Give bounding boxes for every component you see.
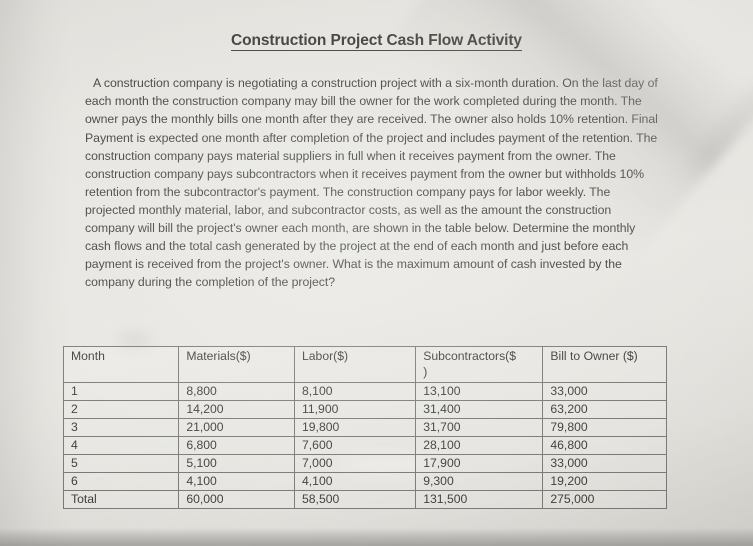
cell-bill-to-owner: 275,000 xyxy=(542,490,667,509)
cell-materials: 8,800 xyxy=(178,382,295,401)
project-cost-table: Month Materials($) Labor($) Subcontracto… xyxy=(62,346,667,509)
table-header: Month Materials($) Labor($) Subcontracto… xyxy=(62,346,667,383)
cell-labor: 19,800 xyxy=(293,418,417,437)
problem-statement: A construction company is negotiating a … xyxy=(85,76,658,290)
table-row: 3 21,000 19,800 31,700 79,800 xyxy=(62,418,667,437)
column-header-materials: Materials($) xyxy=(178,346,295,383)
table-row: 1 8,800 8,100 13,100 33,000 xyxy=(62,382,667,401)
cell-subcontractors: 31,700 xyxy=(415,418,544,437)
column-header-month: Month xyxy=(62,346,180,383)
cell-bill-to-owner: 63,200 xyxy=(542,400,667,419)
cell-month: 6 xyxy=(62,472,180,491)
cell-month: 3 xyxy=(62,418,180,437)
cell-materials: 4,100 xyxy=(178,472,295,491)
cell-materials: 14,200 xyxy=(178,400,295,419)
cell-month: 2 xyxy=(62,400,180,419)
cell-labor: 7,000 xyxy=(293,454,417,473)
cell-month: 5 xyxy=(62,454,180,473)
table-row: 6 4,100 4,100 9,300 19,200 xyxy=(62,472,667,491)
cell-bill-to-owner: 79,800 xyxy=(542,418,667,437)
cell-labor: 11,900 xyxy=(293,400,417,419)
column-header-labor: Labor($) xyxy=(293,346,417,383)
column-header-bill-to-owner: Bill to Owner ($) xyxy=(542,346,667,383)
column-header-subcontractors: Subcontractors($ ) xyxy=(415,346,544,383)
cell-month: Total xyxy=(62,490,180,509)
cell-labor: 58,500 xyxy=(293,490,417,509)
cell-bill-to-owner: 19,200 xyxy=(542,472,667,491)
cell-bill-to-owner: 33,000 xyxy=(542,454,667,473)
table-row: 4 6,800 7,600 28,100 46,800 xyxy=(62,436,667,455)
page-title-text: Construction Project Cash Flow Activity xyxy=(231,32,522,51)
table-row: 2 14,200 11,900 31,400 63,200 xyxy=(62,400,667,419)
cell-subcontractors: 28,100 xyxy=(415,436,544,455)
cell-month: 4 xyxy=(62,436,180,455)
cell-labor: 7,600 xyxy=(293,436,417,455)
cell-subcontractors: 17,900 xyxy=(415,454,544,473)
cell-materials: 6,800 xyxy=(178,436,295,455)
cell-subcontractors: 131,500 xyxy=(415,490,544,509)
cell-bill-to-owner: 33,000 xyxy=(542,382,667,401)
table-header-row: Month Materials($) Labor($) Subcontracto… xyxy=(62,346,667,383)
cell-materials: 21,000 xyxy=(178,418,295,437)
cell-labor: 8,100 xyxy=(293,382,417,401)
cell-labor: 4,100 xyxy=(293,472,417,491)
page-title: Construction Project Cash Flow Activity xyxy=(0,32,753,51)
cell-materials: 5,100 xyxy=(178,454,295,473)
cell-subcontractors: 9,300 xyxy=(415,472,544,491)
cell-month: 1 xyxy=(62,382,180,401)
cell-subcontractors: 13,100 xyxy=(415,382,544,401)
table-row: Total 60,000 58,500 131,500 275,000 xyxy=(62,490,667,509)
cell-bill-to-owner: 46,800 xyxy=(542,436,667,455)
cell-materials: 60,000 xyxy=(178,490,295,509)
table-body: 1 8,800 8,100 13,100 33,000 2 14,200 11,900 31,4… xyxy=(62,382,667,509)
table-row: 5 5,100 7,000 17,900 33,000 xyxy=(62,454,667,473)
cell-subcontractors: 31,400 xyxy=(415,400,544,419)
